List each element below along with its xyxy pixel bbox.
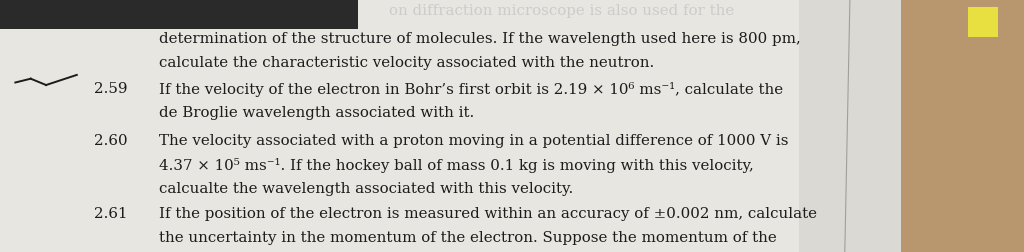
Text: calcualte the wavelength associated with this velocity.: calcualte the wavelength associated with… <box>159 181 573 195</box>
FancyBboxPatch shape <box>901 0 1024 252</box>
Text: If the position of the electron is measured within an accuracy of ±0.002 nm, cal: If the position of the electron is measu… <box>159 207 817 220</box>
Text: calculate the characteristic velocity associated with the neutron.: calculate the characteristic velocity as… <box>159 55 654 69</box>
Text: on diffraction microscope is also used for the: on diffraction microscope is also used f… <box>389 4 734 18</box>
Text: 2.59: 2.59 <box>94 82 128 96</box>
FancyBboxPatch shape <box>968 8 998 38</box>
Text: the uncertainty in the momentum of the electron. Suppose the momentum of the: the uncertainty in the momentum of the e… <box>159 231 776 244</box>
FancyBboxPatch shape <box>0 0 819 252</box>
Text: 2.60: 2.60 <box>94 134 128 147</box>
Text: If the velocity of the electron in Bohr’s first orbit is 2.19 × 10⁶ ms⁻¹, calcul: If the velocity of the electron in Bohr’… <box>159 82 782 97</box>
Text: de Broglie wavelength associated with it.: de Broglie wavelength associated with it… <box>159 106 474 120</box>
Polygon shape <box>799 0 1024 252</box>
Text: The velocity associated with a proton moving in a potential difference of 1000 V: The velocity associated with a proton mo… <box>159 134 788 147</box>
Text: determination of the structure of molecules. If the wavelength used here is 800 : determination of the structure of molecu… <box>159 32 801 45</box>
Text: 2.61: 2.61 <box>94 207 128 220</box>
Text: 4.37 × 10⁵ ms⁻¹. If the hockey ball of mass 0.1 kg is moving with this velocity,: 4.37 × 10⁵ ms⁻¹. If the hockey ball of m… <box>159 158 754 172</box>
FancyBboxPatch shape <box>0 0 358 30</box>
